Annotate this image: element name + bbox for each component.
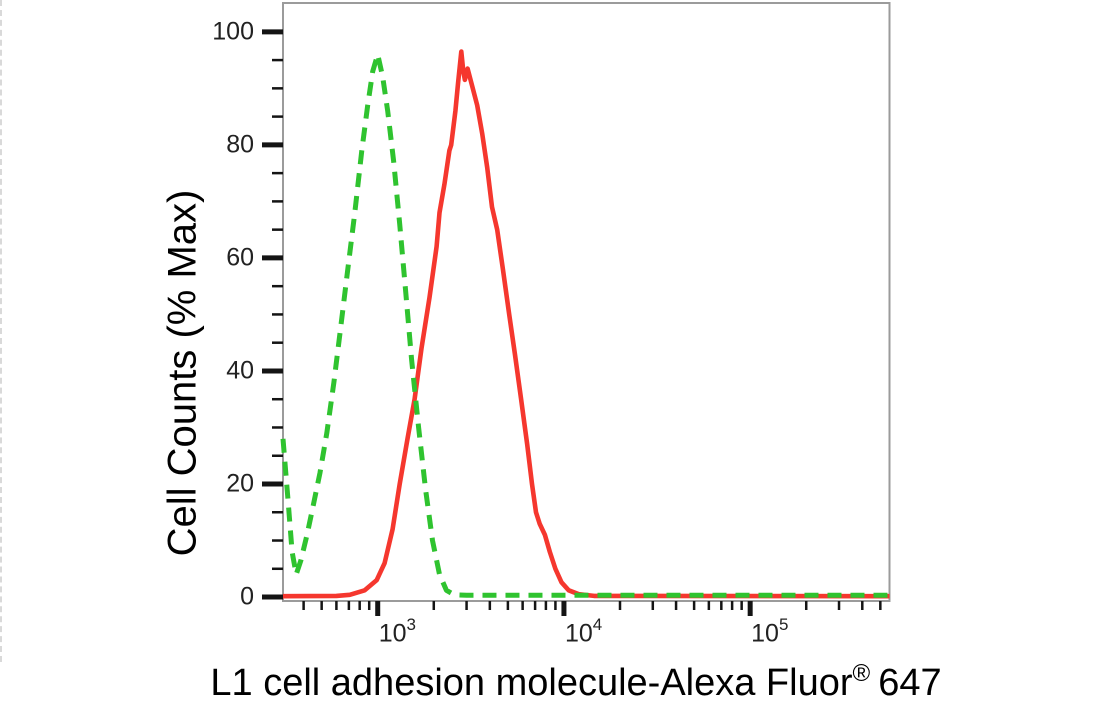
image-left-crop-mark (0, 0, 2, 662)
y-tick-label: 100 (212, 17, 254, 46)
y-tick-label: 60 (226, 243, 254, 272)
series-green-dashed-control (280, 51, 890, 598)
x-tick-label: 104 (564, 615, 603, 648)
y-tick-label: 20 (226, 469, 254, 498)
x-axis-label-main: L1 cell adhesion molecule-Alexa Fluor (210, 662, 853, 704)
y-tick-label: 80 (226, 130, 254, 159)
x-tick-label: 103 (378, 615, 416, 648)
x-tick-label: 105 (751, 615, 789, 648)
y-tick-label: 40 (226, 356, 254, 385)
y-tick-label: 0 (240, 582, 254, 611)
x-axis-label-suffix: 647 (878, 662, 942, 704)
plot-frame (282, 2, 891, 602)
x-axis-label: L1 cell adhesion molecule-Alexa Fluor® 64… (210, 660, 942, 705)
series-red-solid-l1cam-alexa647 (282, 49, 890, 599)
registered-trademark-symbol: ® (852, 660, 871, 687)
